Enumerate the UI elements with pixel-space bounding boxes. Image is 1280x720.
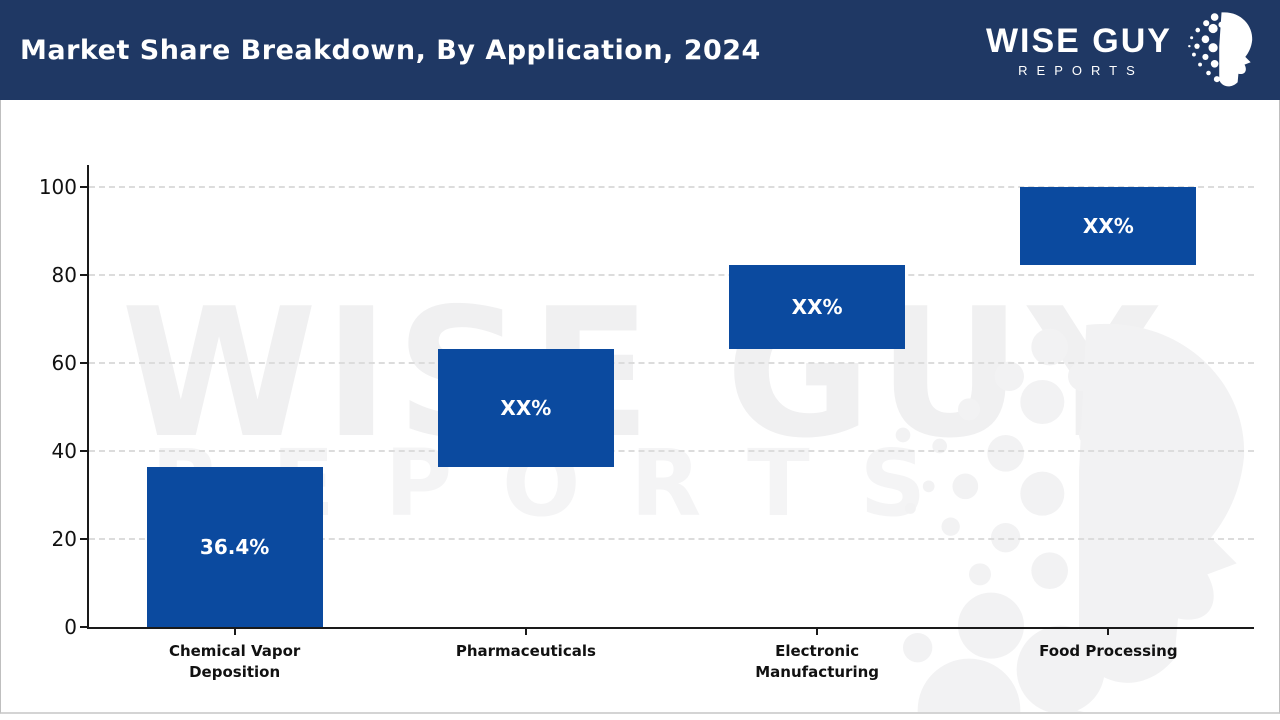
watermark-wordmark: WISE GUY: [121, 270, 1163, 477]
y-tick-label-0: 0: [64, 615, 77, 639]
bar-4: XX%: [1020, 187, 1197, 265]
category-label-line: Chemical Vapor: [168, 642, 301, 660]
category-label-line: Manufacturing: [755, 663, 879, 681]
brand-logo-text: WISE GUY REPORTS: [986, 24, 1172, 77]
y-tick-80: [80, 274, 88, 276]
category-label-4: Food Processing: [958, 641, 1258, 662]
chart-title: Market Share Breakdown, By Application, …: [20, 34, 761, 66]
category-label-2: Pharmaceuticals: [376, 641, 676, 662]
gridline-100: [89, 186, 1254, 188]
bar-2: XX%: [437, 348, 614, 467]
y-tick-label-60: 60: [51, 351, 77, 375]
bar-value-label-1: 36.4%: [199, 534, 270, 559]
category-label-1: Chemical Vapor Deposition: [85, 641, 385, 683]
bar-3: XX%: [729, 264, 906, 349]
category-label-line: Electronic: [775, 642, 860, 660]
gridline-20: [89, 538, 1254, 540]
y-tick-100: [80, 186, 88, 188]
category-label-line: Pharmaceuticals: [455, 642, 596, 660]
x-tick-2: [524, 629, 527, 635]
chart-canvas: WISE GUY REPORTS 0 20 40 60 80 100 36.4% Chemic…: [0, 100, 1280, 714]
gridline-40: [89, 450, 1254, 452]
y-tick-40: [80, 450, 88, 452]
y-tick-label-80: 80: [51, 263, 77, 287]
watermark-head-icon: [895, 323, 1245, 712]
category-label-line: Deposition: [189, 663, 281, 681]
bar-1: 36.4%: [146, 466, 323, 627]
header-bar: Market Share Breakdown, By Application, …: [0, 0, 1280, 100]
y-axis-line: [87, 165, 89, 629]
y-tick-label-40: 40: [51, 439, 77, 463]
y-tick-60: [80, 362, 88, 364]
category-label-3: Electronic Manufacturing: [667, 641, 967, 683]
y-tick-label-100: 100: [38, 175, 77, 199]
x-tick-3: [816, 629, 819, 635]
category-label-line: Food Processing: [1039, 642, 1178, 660]
bar-value-label-3: XX%: [791, 294, 843, 319]
brand-logo: WISE GUY REPORTS: [986, 4, 1266, 96]
bar-value-label-4: XX%: [1082, 213, 1134, 238]
y-tick-label-20: 20: [51, 527, 77, 551]
y-tick-0: [80, 626, 88, 628]
brand-subtitle: REPORTS: [1018, 62, 1144, 78]
x-tick-1: [233, 629, 236, 635]
brand-name: WISE GUY: [985, 21, 1172, 60]
gridline-80: [89, 274, 1254, 276]
gridline-60: [89, 362, 1254, 364]
x-tick-4: [1107, 629, 1110, 635]
y-tick-20: [80, 538, 88, 540]
wise-guy-head-icon: [1188, 12, 1253, 87]
x-axis-line: [87, 627, 1254, 629]
bar-value-label-2: XX%: [500, 395, 552, 420]
